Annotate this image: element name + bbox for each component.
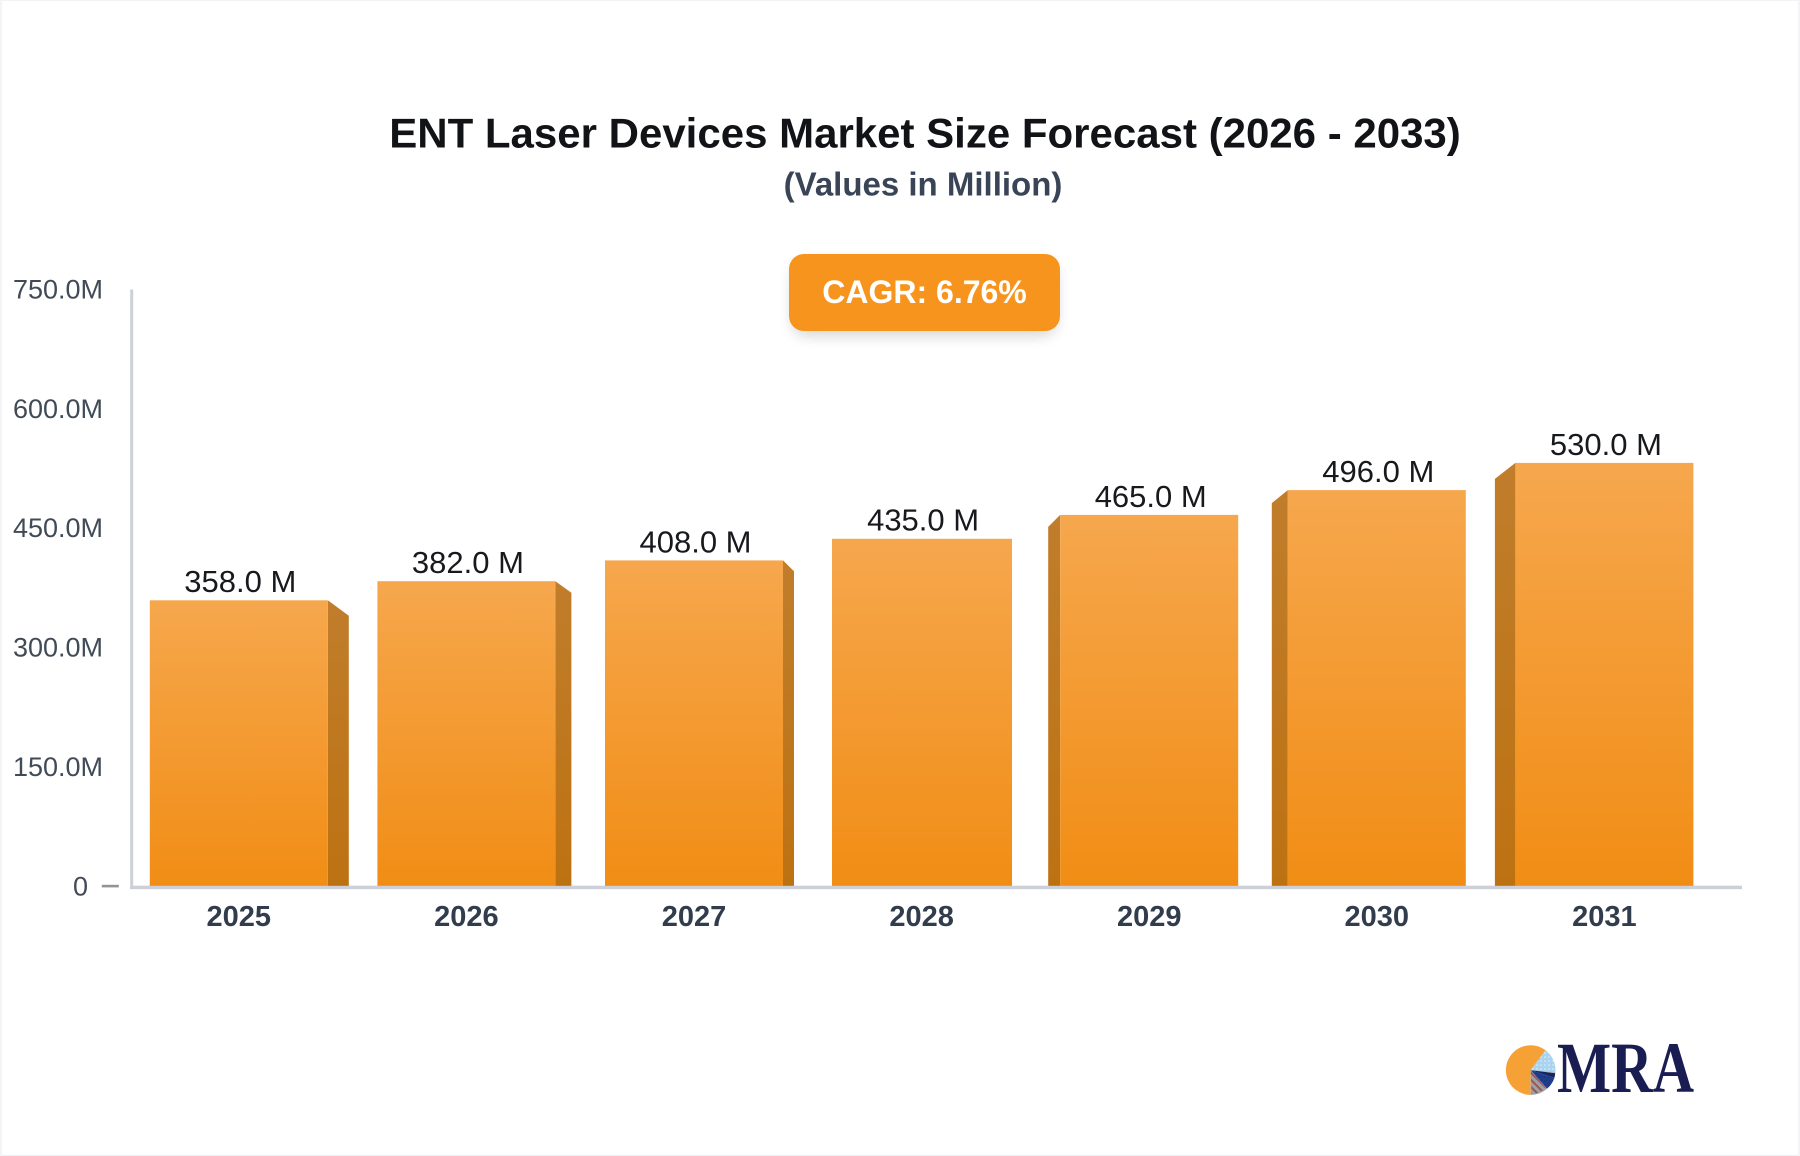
svg-text:150.0M: 150.0M [13,752,103,782]
svg-text:MRA: MRA [1557,1028,1694,1108]
svg-text:2031: 2031 [1572,901,1637,933]
svg-text:358.0 M: 358.0 M [184,564,296,599]
svg-text:2029: 2029 [1117,901,1182,933]
svg-text:2027: 2027 [662,901,727,933]
svg-text:300.0M: 300.0M [13,633,103,663]
svg-text:2025: 2025 [207,901,272,933]
svg-text:465.0 M: 465.0 M [1095,479,1207,514]
svg-text:(Values in Million): (Values in Million) [784,166,1063,203]
svg-text:450.0M: 450.0M [13,513,103,543]
svg-text:0: 0 [73,871,88,901]
svg-text:408.0 M: 408.0 M [639,524,751,559]
svg-text:530.0 M: 530.0 M [1550,427,1662,462]
svg-text:435.0 M: 435.0 M [867,503,979,538]
svg-text:750.0M: 750.0M [13,275,103,305]
svg-text:2030: 2030 [1345,901,1410,933]
svg-text:382.0 M: 382.0 M [412,545,524,580]
svg-text:600.0M: 600.0M [13,394,103,424]
svg-text:2026: 2026 [434,901,499,933]
svg-text:CAGR: 6.76%: CAGR: 6.76% [822,274,1027,310]
svg-text:496.0 M: 496.0 M [1322,454,1434,489]
svg-text:ENT Laser Devices Market Size: ENT Laser Devices Market Size Forecast (… [389,110,1461,157]
svg-text:2028: 2028 [889,901,954,933]
